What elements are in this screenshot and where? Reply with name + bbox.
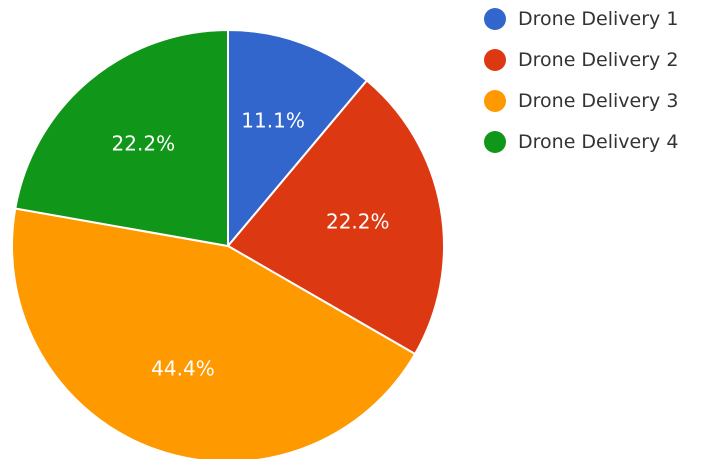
legend-label: Drone Delivery 3 [518,90,679,112]
pie-slice-1[interactable] [227,28,369,249]
legend-item-drone-delivery-1[interactable]: Drone Delivery 1 [484,8,679,30]
legend-label: Drone Delivery 2 [518,49,679,71]
legend-swatch-icon [484,90,506,112]
legend-swatch-icon [484,131,506,153]
legend-item-drone-delivery-3[interactable]: Drone Delivery 3 [484,90,679,112]
pie-slices [11,28,445,459]
pie-data-labels: 11.1% 22.2% 44.4% 22.2% [112,109,390,381]
legend-swatch-icon [484,49,506,71]
legend-swatch-icon [484,8,506,30]
data-label-slice-2: 22.2% [326,210,390,234]
pie-slice-2[interactable] [226,79,445,356]
chart-legend: Drone Delivery 1 Drone Delivery 2 Drone … [484,8,679,173]
data-label-slice-3: 44.4% [151,356,215,380]
legend-item-drone-delivery-4[interactable]: Drone Delivery 4 [484,131,679,153]
legend-label: Drone Delivery 4 [518,131,679,153]
pie-slice-3[interactable] [11,207,417,459]
legend-label: Drone Delivery 1 [518,8,679,30]
data-label-slice-4: 22.2% [112,132,176,156]
pie-slice-4[interactable] [14,28,229,248]
data-label-slice-1: 11.1% [241,109,305,133]
legend-item-drone-delivery-2[interactable]: Drone Delivery 2 [484,49,679,71]
